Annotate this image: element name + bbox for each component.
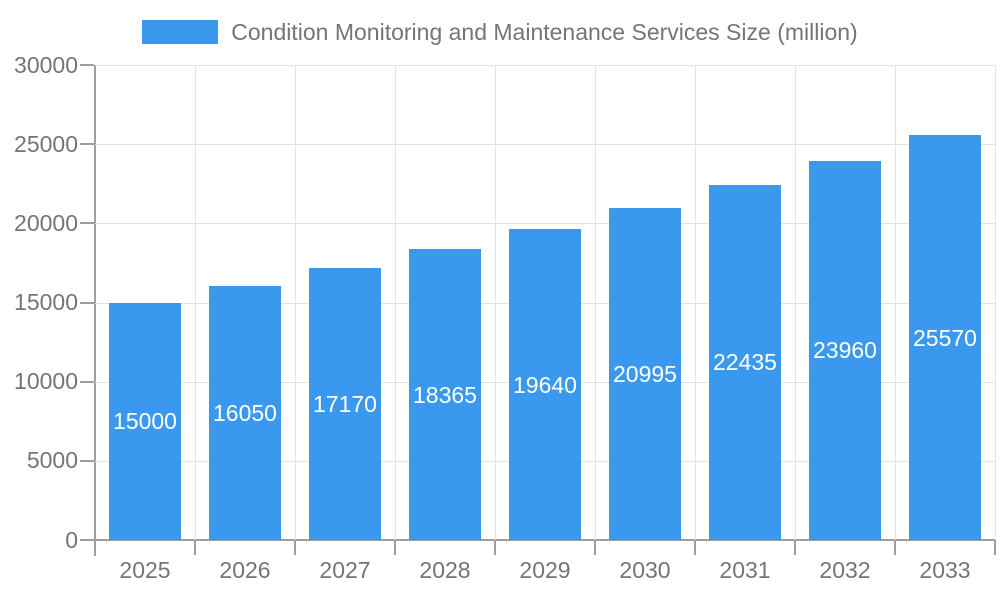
y-axis-tick: [80, 222, 94, 225]
y-axis-label: 25000: [14, 130, 78, 157]
y-axis-label: 15000: [14, 289, 78, 315]
y-axis-tick: [80, 64, 94, 66]
y-axis-tick: [80, 143, 94, 146]
v-gridline: [295, 65, 296, 540]
legend-swatch[interactable]: [142, 20, 219, 44]
y-axis-label: 5000: [26, 447, 78, 474]
x-axis-label: 2025: [119, 557, 171, 583]
bar-value-label: 18365: [413, 381, 477, 408]
x-axis-label: 2030: [619, 557, 671, 583]
x-axis-label: 2026: [219, 557, 271, 583]
v-gridline: [395, 65, 396, 540]
y-axis-tick: [80, 459, 94, 462]
x-axis-tick: [494, 540, 496, 555]
bar: 18365: [409, 249, 481, 540]
v-gridline: [695, 65, 696, 540]
v-gridline: [795, 65, 796, 540]
v-gridline: [995, 65, 996, 540]
y-axis-tick: [80, 380, 94, 383]
y-axis-tick: [80, 301, 94, 304]
legend-label[interactable]: Condition Monitoring and Maintenance Ser…: [231, 18, 858, 45]
bar: 17170: [309, 268, 381, 540]
x-axis-label: 2031: [719, 557, 771, 583]
x-axis-label: 2032: [819, 557, 871, 583]
bar-value-label: 16050: [213, 399, 277, 426]
x-axis-tick: [294, 540, 296, 555]
plot-area: 15000 16050 17170 18365 19640 20995 22435 23960…: [94, 65, 996, 556]
bar: 15000: [109, 302, 181, 540]
h-gridline: [95, 223, 995, 225]
bar: 16050: [209, 285, 281, 540]
x-axis-tick: [94, 540, 96, 555]
x-axis-tick: [594, 540, 596, 555]
x-axis-tick: [194, 540, 196, 555]
v-gridline: [595, 65, 596, 540]
y-axis-label: 10000: [14, 368, 78, 395]
bar: 25570: [909, 135, 981, 540]
v-gridline: [895, 65, 896, 540]
bar-value-label: 19640: [513, 371, 577, 398]
bar-value-label: 17170: [313, 391, 377, 418]
x-axis-tick: [694, 540, 696, 555]
y-axis-label: 0: [65, 526, 78, 553]
bar-value-label: 25570: [913, 324, 977, 351]
v-gridline: [495, 65, 496, 540]
bar-value-label: 23960: [813, 337, 877, 364]
h-gridline: [95, 144, 995, 146]
x-axis-tick: [994, 540, 996, 555]
x-axis-label: 2027: [319, 557, 371, 583]
bar-value-label: 22435: [713, 349, 777, 376]
y-axis-line: [94, 65, 96, 556]
x-axis-tick: [794, 540, 796, 555]
y-axis-tick: [80, 539, 94, 541]
x-axis-line: [95, 539, 995, 541]
h-gridline: [95, 65, 995, 66]
y-axis-label: 20000: [14, 209, 78, 236]
x-axis-label: 2029: [519, 557, 571, 583]
x-axis-tick: [394, 540, 396, 555]
x-axis-label: 2028: [419, 557, 471, 583]
x-axis-label: 2033: [919, 557, 971, 583]
bar-value-label: 20995: [613, 360, 677, 387]
bar: 19640: [509, 229, 581, 540]
bar: 22435: [709, 184, 781, 540]
legend: Condition Monitoring and Maintenance Ser…: [0, 18, 1000, 46]
bar: 20995: [609, 207, 681, 540]
v-gridline: [195, 65, 196, 540]
bar-value-label: 15000: [113, 408, 177, 435]
y-axis-label: 30000: [14, 51, 78, 78]
bar: 23960: [809, 160, 881, 540]
x-axis-tick: [894, 540, 896, 555]
